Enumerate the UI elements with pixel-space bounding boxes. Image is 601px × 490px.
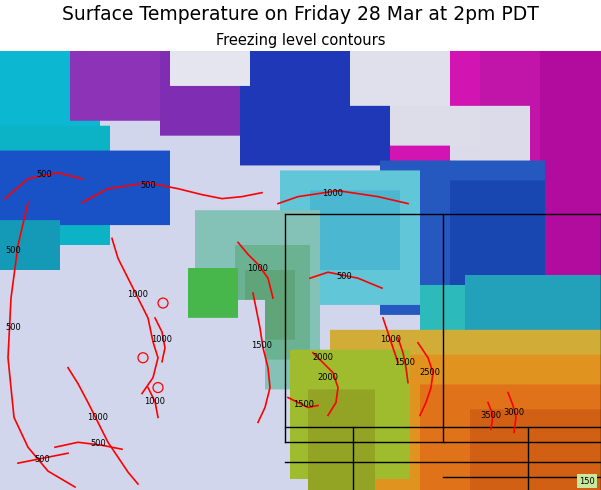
Text: 500: 500 [5, 246, 21, 255]
Text: 2000: 2000 [313, 353, 334, 362]
Text: 1000: 1000 [144, 397, 165, 406]
Text: 500: 500 [34, 455, 50, 464]
Text: 3000: 3000 [504, 408, 525, 417]
Text: Freezing level contours: Freezing level contours [216, 33, 385, 48]
Text: 2500: 2500 [419, 368, 441, 377]
Text: 1000: 1000 [127, 290, 148, 298]
Text: 1500: 1500 [394, 358, 415, 367]
Text: Surface Temperature on Friday 28 Mar at 2pm PDT: Surface Temperature on Friday 28 Mar at … [62, 5, 539, 24]
Text: 500: 500 [5, 323, 21, 332]
Text: 2000: 2000 [317, 373, 338, 382]
Text: 1500: 1500 [293, 400, 314, 409]
Text: 1000: 1000 [248, 264, 269, 273]
Text: 500: 500 [36, 170, 52, 179]
Text: 150: 150 [579, 477, 595, 486]
Text: 3500: 3500 [480, 411, 502, 420]
Text: 500: 500 [90, 439, 106, 448]
Text: 1000: 1000 [151, 335, 172, 344]
Text: 500: 500 [336, 271, 352, 281]
Text: 1000: 1000 [323, 189, 344, 198]
Text: 1500: 1500 [251, 342, 272, 350]
Text: 500: 500 [140, 181, 156, 190]
Text: 1000: 1000 [88, 413, 109, 422]
Text: 1000: 1000 [380, 335, 401, 344]
